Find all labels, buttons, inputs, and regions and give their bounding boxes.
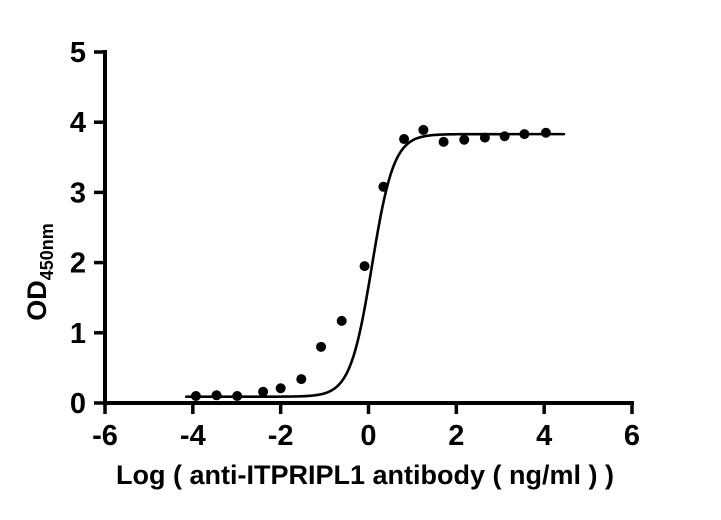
y-axis-title: OD450nm [22,223,57,321]
data-point [479,132,490,143]
y-tick-label: 5 [70,37,86,69]
data-point [190,390,201,401]
y-tick-label: 3 [70,177,86,209]
x-tick-label: -6 [92,420,118,452]
fit-curve [184,132,566,398]
data-point [296,374,307,385]
x-tick-label: 0 [360,420,376,452]
data-point [258,386,269,397]
data-point [336,315,347,326]
data-point [540,127,551,138]
data-point [211,390,222,401]
y-axis-title-subscript: 450nm [37,223,57,280]
y-axis-title-main: OD [22,280,52,321]
data-point [459,134,470,145]
data-point [399,134,410,145]
data-point [232,390,243,401]
data-point [418,124,429,135]
x-tick-label: 2 [448,420,464,452]
data-point [438,136,449,147]
data-point [275,383,286,394]
x-tick-label: 4 [536,420,552,452]
data-point [359,261,370,272]
x-tick-label: -4 [180,420,206,452]
y-tick-label: 1 [70,318,86,350]
data-point [519,129,530,140]
data-point [316,341,327,352]
data-point [378,181,389,192]
data-point-group [190,124,551,401]
y-axis-title-text: OD450nm [22,223,57,321]
y-tick-label: 2 [70,248,86,280]
x-tick-label: 6 [624,420,640,452]
x-tick-label: -2 [268,420,294,452]
x-axis-title: Log ( anti-ITPRIPL1 antibody ( ng/ml ) ) [116,460,614,490]
data-point [499,131,510,142]
y-tick-label: 4 [70,107,86,139]
y-tick-label: 0 [70,388,86,420]
